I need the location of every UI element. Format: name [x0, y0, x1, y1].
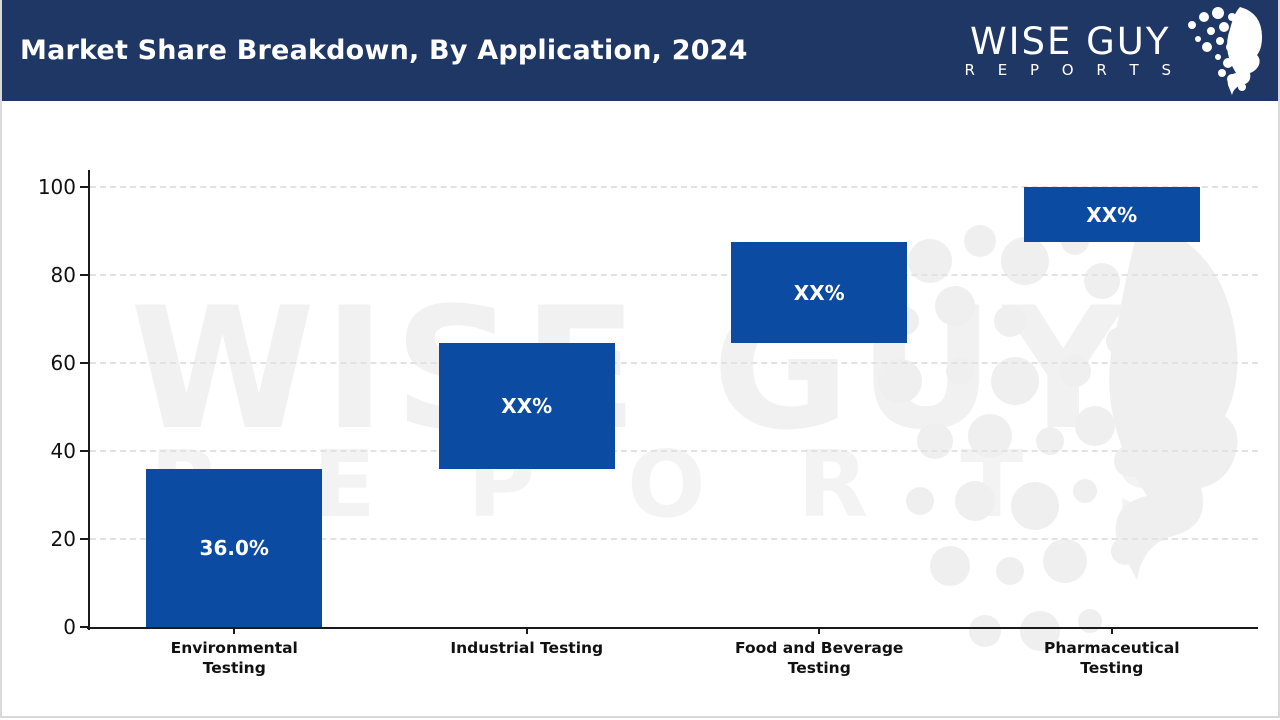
x-tick-mark — [818, 629, 821, 634]
category-label-line: Industrial Testing — [450, 639, 604, 657]
gridline — [90, 538, 1258, 540]
bar-value-label: XX% — [501, 393, 553, 418]
category-label-line: Testing — [202, 659, 266, 677]
y-tick-label: 0 — [63, 615, 76, 639]
y-tick-mark — [80, 450, 88, 452]
bar-segment-food-and-beverage-testing — [731, 242, 908, 344]
watermark: WISE GUY R E P O R T S — [0, 101, 1280, 720]
category-label-line: Testing — [787, 659, 851, 677]
watermark-head-icon — [840, 221, 1238, 651]
y-tick-mark — [80, 626, 88, 628]
bar-segment-environmental-testing — [146, 468, 323, 627]
y-tick-mark — [80, 274, 88, 276]
y-tick-label: 20 — [50, 527, 76, 551]
bar-value-label: XX% — [1086, 202, 1138, 227]
header-bar: Market Share Breakdown, By Application, … — [0, 0, 1280, 101]
gridline — [90, 274, 1258, 276]
waterfall-chart: 0 20 40 60 80 100 36.0% Environmental Testing XX%… — [0, 101, 1280, 720]
page-title: Market Share Breakdown, By Application, … — [20, 35, 748, 66]
y-tick-label: 100 — [37, 175, 76, 199]
category-label-pharmaceutical-testing: Pharmaceutical Testing — [982, 638, 1242, 678]
category-label-line: Testing — [1080, 659, 1144, 677]
bar-value-label: XX% — [793, 280, 845, 305]
y-axis-spine — [88, 170, 90, 630]
category-label-line: Food and Beverage — [735, 639, 904, 657]
logo-head-icon — [1188, 6, 1262, 95]
category-label-line: Environmental — [170, 639, 298, 657]
y-tick-mark — [80, 362, 88, 364]
logo-wordmark: WISE GUY — [970, 20, 1171, 63]
x-tick-mark — [525, 629, 528, 634]
x-axis-spine — [87, 627, 1258, 629]
x-tick-mark — [1110, 629, 1113, 634]
gridline — [90, 362, 1258, 364]
y-tick-label: 80 — [50, 263, 76, 287]
category-label-industrial-testing: Industrial Testing — [397, 638, 657, 658]
wise-guy-reports-logo: WISE GUY R E P O R T S — [961, 3, 1280, 99]
y-tick-label: 60 — [50, 351, 76, 375]
logo-text: WISE GUY R E P O R T S — [961, 23, 1180, 78]
y-tick-label: 40 — [50, 439, 76, 463]
bar-segment-pharmaceutical-testing — [1023, 187, 1200, 242]
y-tick-mark — [80, 186, 88, 188]
gridline — [90, 186, 1258, 188]
category-label-environmental-testing: Environmental Testing — [104, 638, 364, 678]
bar-value-label: 36.0% — [199, 535, 269, 560]
category-label-line: Pharmaceutical — [1043, 639, 1180, 657]
y-tick-mark — [80, 538, 88, 540]
x-tick-mark — [233, 629, 236, 634]
gridline — [90, 450, 1258, 452]
category-label-food-and-beverage-testing: Food and Beverage Testing — [689, 638, 949, 678]
logo-subtitle: R E P O R T S — [964, 61, 1180, 79]
bar-segment-industrial-testing — [438, 343, 615, 469]
